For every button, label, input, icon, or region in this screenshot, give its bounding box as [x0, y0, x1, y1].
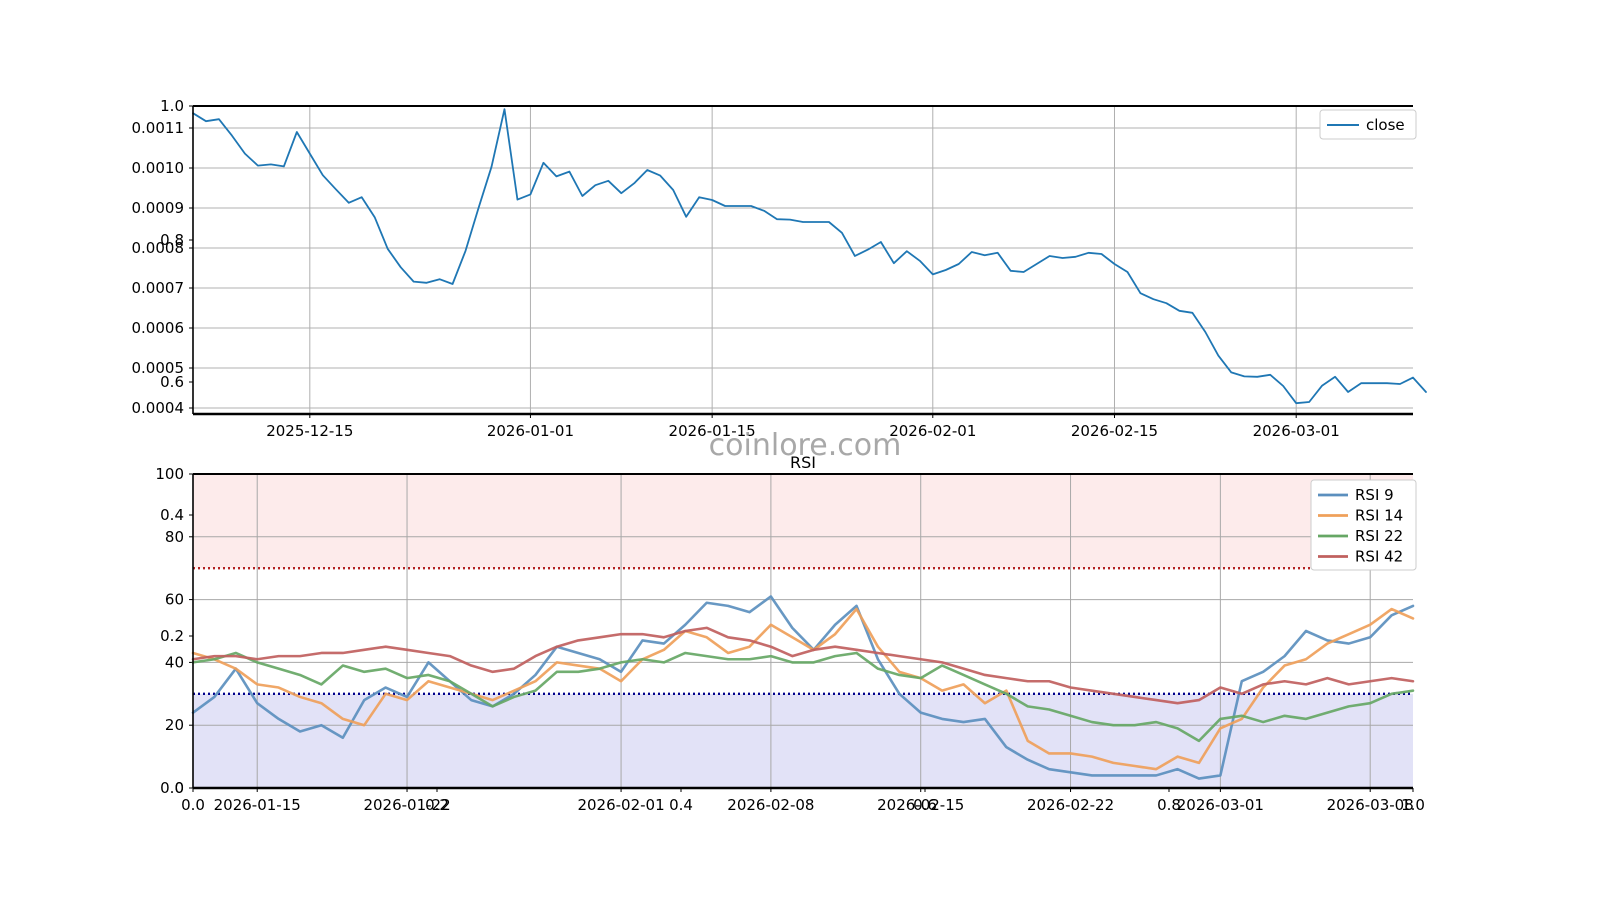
rsi-ytick-label: 0 — [174, 779, 184, 797]
price-ytick-label: 0.0011 — [132, 119, 185, 137]
rsi-ytick-label: 80 — [165, 528, 184, 546]
price-xtick-label: 2026-02-15 — [1071, 422, 1158, 440]
watermark-text: coinlore.com — [709, 428, 902, 463]
price-xtick-label: 2026-02-01 — [889, 422, 976, 440]
rsi-ytick-label: 60 — [165, 591, 184, 609]
rsi-legend-box — [1310, 479, 1417, 571]
price-ytick-label: 0.0007 — [132, 279, 185, 297]
price-legend: close — [1319, 109, 1417, 140]
price-ytick-label: 0.0008 — [132, 239, 185, 257]
price-series-close — [192, 108, 1427, 405]
rsi-overlay-ytick-label: 0.2 — [160, 627, 184, 645]
rsi-legend: RSI 9 RSI 14 RSI 22 RSI 42 — [1310, 479, 1417, 571]
rsi-xtick-label: 2026-02-08 — [727, 796, 814, 814]
rsi-legend-label-rsi-9: RSI 9 — [1355, 486, 1394, 504]
rsi-legend-label-rsi-14: RSI 14 — [1355, 507, 1403, 525]
rsi-chart-title: RSI — [790, 453, 816, 472]
price-xtick-label: 2026-01-15 — [669, 422, 756, 440]
rsi-legend-label-rsi-42: RSI 42 — [1355, 548, 1403, 566]
price-legend-label-close: close — [1366, 116, 1405, 134]
rsi-overbought-band — [193, 474, 1413, 569]
rsi-overlay-xtick-label: 1.0 — [1401, 796, 1425, 814]
price-xtick-label: 2026-01-01 — [487, 422, 574, 440]
rsi-series-rsi-22 — [191, 651, 1415, 743]
price-ytick-label: 0.0005 — [132, 359, 185, 377]
price-xtick-label: 2026-03-01 — [1253, 422, 1340, 440]
rsi-xtick-label: 2026-03-01 — [1177, 796, 1264, 814]
price-ytick-label: 0.0009 — [132, 199, 185, 217]
price-ytick-label: 0.0010 — [132, 159, 185, 177]
rsi-xtick-label: 2026-02-22 — [1027, 796, 1114, 814]
rsi-xtick-label: 2026-03-08 — [1327, 796, 1414, 814]
rsi-overlay-xtick-label: 0.4 — [669, 796, 693, 814]
price-overlay-ytick-label: 1.0 — [160, 97, 184, 115]
price-ytick-label: 0.0006 — [132, 319, 185, 337]
price-overlay-ytick-label: 0.6 — [160, 373, 184, 391]
rsi-series-rsi-42 — [191, 626, 1415, 705]
rsi-overlay-ytick-label: 0.0 — [160, 779, 184, 797]
rsi-ytick-label: 100 — [155, 465, 184, 483]
rsi-ytick-label: 40 — [165, 653, 184, 671]
rsi-overlay-ytick-label: 0.4 — [160, 506, 184, 524]
rsi-xtick-label: 2026-01-22 — [363, 796, 450, 814]
rsi-overlay-xtick-label: 0.8 — [1157, 796, 1181, 814]
price-ytick-label: 0.0004 — [132, 399, 185, 417]
rsi-xtick-label: 2026-02-01 — [577, 796, 664, 814]
rsi-xtick-label: 2026-02-15 — [877, 796, 964, 814]
price-xtick-label: 2025-12-15 — [266, 422, 353, 440]
rsi-overlay-xtick-label: 0.6 — [913, 796, 937, 814]
rsi-series-rsi-9 — [191, 595, 1415, 780]
rsi-legend-label-rsi-22: RSI 22 — [1355, 527, 1403, 545]
rsi-oversold-band — [193, 693, 1413, 788]
rsi-overlay-xtick-label: 0.2 — [425, 796, 449, 814]
rsi-xtick-label: 2026-01-15 — [214, 796, 301, 814]
rsi-ytick-label: 20 — [165, 716, 184, 734]
rsi-series-rsi-14 — [191, 607, 1415, 771]
price-legend-box — [1319, 109, 1417, 140]
rsi-overlay-xtick-label: 0.0 — [181, 796, 205, 814]
price-overlay-ytick-label: 0.8 — [160, 231, 184, 249]
